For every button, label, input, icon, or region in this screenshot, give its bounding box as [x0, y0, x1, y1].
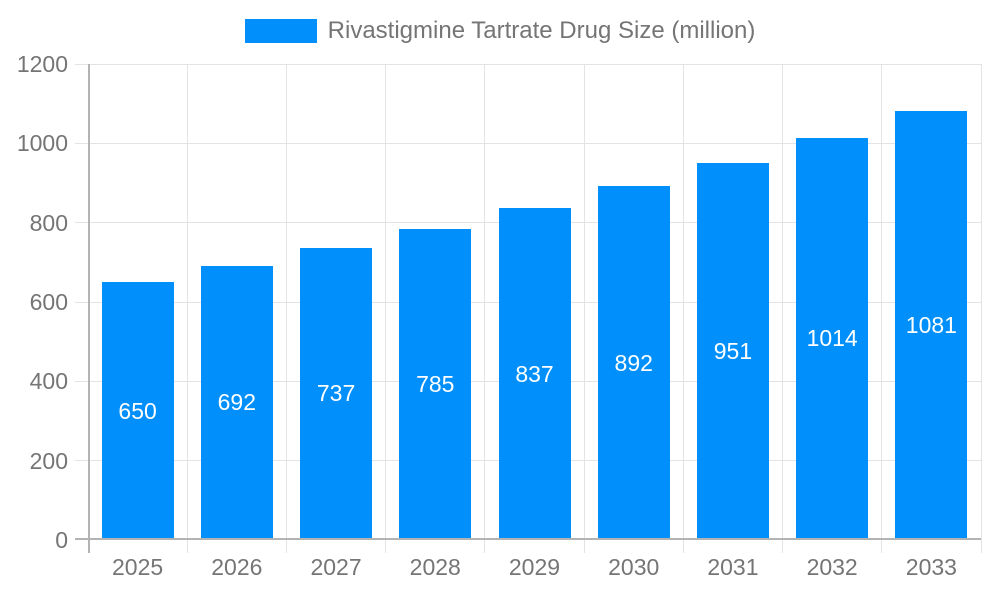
bar-2030[interactable]: 892: [597, 186, 670, 540]
bar-2029[interactable]: 837: [498, 208, 571, 540]
bar-2027[interactable]: 737: [300, 247, 373, 540]
bar-2032[interactable]: 1014: [796, 137, 869, 540]
vertical-gridline: [484, 64, 486, 553]
vertical-gridline: [285, 64, 287, 553]
bar-2031[interactable]: 951: [696, 162, 769, 540]
x-tick-label: 2033: [905, 554, 957, 580]
bar-value-label: 692: [217, 389, 257, 416]
legend[interactable]: Rivastigmine Tartrate Drug Size (million…: [0, 17, 1000, 45]
bar-value-label: 737: [316, 380, 356, 407]
vertical-gridline: [782, 64, 784, 553]
x-axis-line: [75, 538, 981, 540]
horizontal-gridline: [75, 63, 981, 65]
y-tick-label: 600: [29, 289, 68, 315]
x-tick-label: 2031: [707, 554, 759, 580]
bar-2025[interactable]: 650: [101, 282, 174, 540]
x-tick-label: 2030: [608, 554, 660, 580]
x-tick-label: 2025: [112, 554, 164, 580]
y-tick-label: 800: [29, 209, 68, 236]
x-tick-label: 2027: [310, 554, 362, 580]
horizontal-gridline: [75, 142, 981, 144]
vertical-gridline: [881, 64, 883, 553]
vertical-gridline: [980, 64, 982, 553]
y-tick-label: 0: [55, 527, 68, 553]
y-tick-label: 400: [29, 368, 68, 395]
x-tick-label: 2032: [806, 554, 858, 580]
bar-value-label: 1014: [806, 325, 858, 352]
bar-2026[interactable]: 692: [200, 265, 273, 540]
y-tick-label: 1000: [16, 130, 68, 157]
x-tick-label: 2029: [508, 554, 561, 580]
bar-2028[interactable]: 785: [399, 228, 472, 540]
plot-area: 650 692 737 785 837 892 951 1014 1081: [75, 63, 982, 553]
y-tick-label: 1200: [16, 51, 68, 77]
x-tick-label: 2028: [409, 554, 461, 580]
bar-value-label: 837: [515, 360, 554, 387]
bar-value-label: 951: [713, 337, 753, 364]
bar-value-label: 650: [118, 397, 157, 424]
y-axis-line: [88, 64, 90, 553]
y-tick-label: 200: [29, 447, 68, 474]
vertical-gridline: [682, 64, 684, 553]
vertical-gridline: [385, 64, 387, 553]
bar-value-label: 892: [614, 349, 653, 376]
legend-label: Rivastigmine Tartrate Drug Size (million…: [327, 17, 756, 44]
legend-swatch-icon: [244, 19, 317, 43]
x-tick-label: 2026: [211, 554, 263, 580]
vertical-gridline: [583, 64, 585, 553]
bar-value-label: 1081: [905, 312, 957, 339]
bar-value-label: 785: [416, 370, 455, 397]
bar-2033[interactable]: 1081: [895, 111, 968, 540]
vertical-gridline: [186, 64, 188, 553]
